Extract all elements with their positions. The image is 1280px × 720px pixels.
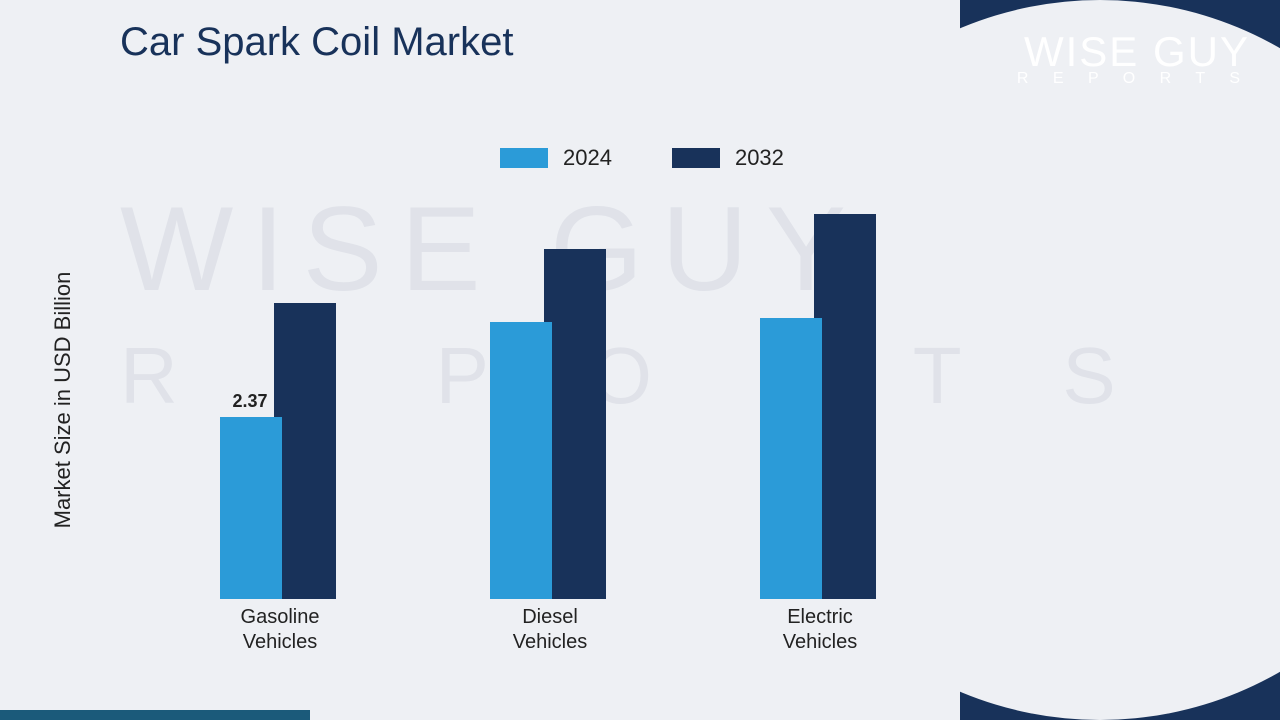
bar-2024 bbox=[760, 318, 822, 599]
category-label: ElectricVehicles bbox=[730, 605, 910, 655]
legend-item-2024: 2024 bbox=[500, 145, 612, 171]
legend-label-2032: 2032 bbox=[735, 145, 784, 171]
brand-logo: WISE GUY R E P O R T S bbox=[1017, 28, 1250, 88]
bar-group bbox=[490, 249, 670, 599]
bar-group bbox=[760, 214, 940, 599]
bar-2032 bbox=[544, 249, 606, 599]
bar-2032 bbox=[274, 303, 336, 599]
brand-main-text: WISE GUY bbox=[1017, 28, 1250, 76]
legend-swatch-2024 bbox=[500, 148, 548, 168]
bar-2032 bbox=[814, 214, 876, 599]
legend-item-2032: 2032 bbox=[672, 145, 784, 171]
plot-area: 2.37GasolineVehiclesDieselVehiclesElectr… bbox=[160, 200, 960, 600]
chart: Market Size in USD Billion 2024 2032 2.3… bbox=[60, 150, 960, 670]
legend: 2024 2032 bbox=[500, 145, 784, 171]
bar-group: 2.37 bbox=[220, 303, 400, 599]
legend-swatch-2032 bbox=[672, 148, 720, 168]
page-title: Car Spark Coil Market bbox=[120, 20, 513, 65]
legend-label-2024: 2024 bbox=[563, 145, 612, 171]
brand-sub-text: R E P O R T S bbox=[1017, 70, 1250, 88]
bar-2024 bbox=[490, 322, 552, 599]
category-label: DieselVehicles bbox=[460, 605, 640, 655]
bar-2024: 2.37 bbox=[220, 417, 282, 599]
bottom-accent-bar bbox=[0, 710, 310, 720]
y-axis-label: Market Size in USD Billion bbox=[50, 272, 76, 529]
category-label: GasolineVehicles bbox=[190, 605, 370, 655]
bar-value-label: 2.37 bbox=[220, 391, 280, 412]
